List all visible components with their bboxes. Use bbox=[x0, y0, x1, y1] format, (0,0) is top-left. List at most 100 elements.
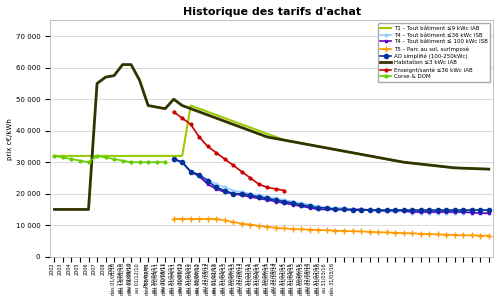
T4 – Tout bâtiment ≤36 kWc ISB bbox=[256, 194, 262, 197]
T4 – Tout bâtiment ≤36 kWc ISB bbox=[341, 206, 347, 210]
Enseignt/santé ≤36 kWc IAB bbox=[230, 164, 236, 167]
T5 – Parc au sol, surímposé bbox=[452, 233, 458, 237]
T4 – Tout bâtiment ≤36 kWc ISB bbox=[214, 182, 220, 186]
Line: AO simplifié (100-250kWc): AO simplifié (100-250kWc) bbox=[172, 157, 491, 212]
AO simplifié (100-250kWc) bbox=[239, 192, 245, 195]
T4 – Tout bâtiment ≤ 100 kWc ISB bbox=[418, 210, 424, 214]
T5 – Parc au sol, surímposé bbox=[332, 229, 338, 232]
T4 – Tout bâtiment ≤36 kWc ISB bbox=[188, 170, 194, 173]
T5 – Parc au sol, surímposé bbox=[418, 232, 424, 236]
Corse & DOM bbox=[154, 160, 160, 164]
AO simplifié (100-250kWc) bbox=[170, 157, 176, 161]
Line: Habitation ≤3 kWc IAB: Habitation ≤3 kWc IAB bbox=[54, 65, 489, 210]
T4 – Tout bâtiment ≤36 kWc ISB bbox=[434, 211, 440, 214]
Habitation ≤3 kWc IAB bbox=[214, 116, 220, 120]
T4 – Tout bâtiment ≤ 100 kWc ISB bbox=[460, 210, 466, 214]
AO simplifié (100-250kWc) bbox=[230, 192, 236, 195]
T1 – Tout bâtiment ≤9 kWc IAB bbox=[324, 146, 330, 150]
AO simplifié (100-250kWc) bbox=[443, 208, 449, 212]
Line: Corse & DOM: Corse & DOM bbox=[53, 155, 166, 164]
Habitation ≤3 kWc IAB bbox=[264, 135, 270, 139]
Enseignt/santé ≤36 kWc IAB bbox=[256, 182, 262, 186]
T5 – Parc au sol, surímposé bbox=[400, 231, 406, 235]
Habitation ≤3 kWc IAB bbox=[324, 146, 330, 150]
T4 – Tout bâtiment ≤36 kWc ISB bbox=[222, 186, 228, 189]
T4 – Tout bâtiment ≤ 100 kWc ISB bbox=[384, 209, 390, 213]
T5 – Parc au sol, surímposé bbox=[350, 229, 356, 233]
T4 – Tout bâtiment ≤ 100 kWc ISB bbox=[469, 211, 475, 214]
AO simplifié (100-250kWc) bbox=[426, 208, 432, 212]
T5 – Parc au sol, surímposé bbox=[273, 226, 279, 230]
T4 – Tout bâtiment ≤36 kWc ISB bbox=[486, 211, 492, 215]
Y-axis label: prix c€/kWh: prix c€/kWh bbox=[7, 118, 13, 159]
T4 – Tout bâtiment ≤36 kWc ISB bbox=[230, 189, 236, 192]
T4 – Tout bâtiment ≤36 kWc ISB bbox=[418, 211, 424, 214]
AO simplifié (100-250kWc) bbox=[256, 195, 262, 199]
AO simplifié (100-250kWc) bbox=[460, 208, 466, 212]
T4 – Tout bâtiment ≤ 100 kWc ISB bbox=[307, 206, 313, 210]
AO simplifié (100-250kWc) bbox=[248, 194, 254, 197]
Line: T1 – Tout bâtiment ≤9 kWc IAB: T1 – Tout bâtiment ≤9 kWc IAB bbox=[54, 105, 489, 169]
T4 – Tout bâtiment ≤36 kWc ISB bbox=[392, 209, 398, 213]
T4 – Tout bâtiment ≤ 100 kWc ISB bbox=[222, 190, 228, 194]
AO simplifié (100-250kWc) bbox=[273, 198, 279, 202]
T5 – Parc au sol, surímposé bbox=[282, 226, 288, 230]
T4 – Tout bâtiment ≤36 kWc ISB bbox=[307, 203, 313, 207]
T5 – Parc au sol, surímposé bbox=[486, 234, 492, 237]
T4 – Tout bâtiment ≤36 kWc ISB bbox=[350, 208, 356, 211]
AO simplifié (100-250kWc) bbox=[324, 206, 330, 210]
T5 – Parc au sol, surímposé bbox=[443, 233, 449, 236]
T4 – Tout bâtiment ≤36 kWc ISB bbox=[443, 211, 449, 214]
Corse & DOM bbox=[128, 160, 134, 164]
Enseignt/santé ≤36 kWc IAB bbox=[196, 135, 202, 139]
AO simplifié (100-250kWc) bbox=[179, 160, 185, 164]
T4 – Tout bâtiment ≤ 100 kWc ISB bbox=[409, 210, 415, 214]
T4 – Tout bâtiment ≤ 100 kWc ISB bbox=[239, 194, 245, 197]
T5 – Parc au sol, surímposé bbox=[409, 232, 415, 235]
T5 – Parc au sol, surímposé bbox=[358, 230, 364, 233]
T4 – Tout bâtiment ≤ 100 kWc ISB bbox=[205, 182, 211, 186]
AO simplifié (100-250kWc) bbox=[282, 200, 288, 203]
T4 – Tout bâtiment ≤36 kWc ISB bbox=[460, 211, 466, 214]
T4 – Tout bâtiment ≤ 100 kWc ISB bbox=[434, 210, 440, 214]
Corse & DOM bbox=[120, 159, 126, 162]
T4 – Tout bâtiment ≤ 100 kWc ISB bbox=[248, 195, 254, 199]
AO simplifié (100-250kWc) bbox=[341, 208, 347, 211]
T5 – Parc au sol, surímposé bbox=[366, 230, 372, 234]
T4 – Tout bâtiment ≤36 kWc ISB bbox=[426, 211, 432, 214]
T4 – Tout bâtiment ≤36 kWc ISB bbox=[366, 208, 372, 211]
AO simplifié (100-250kWc) bbox=[350, 208, 356, 212]
T5 – Parc au sol, surímposé bbox=[188, 217, 194, 221]
T4 – Tout bâtiment ≤36 kWc ISB bbox=[375, 209, 381, 213]
T5 – Parc au sol, surímposé bbox=[298, 227, 304, 231]
Habitation ≤3 kWc IAB bbox=[52, 208, 58, 211]
Title: Historique des tarifs d'achat: Historique des tarifs d'achat bbox=[182, 7, 360, 17]
AO simplifié (100-250kWc) bbox=[332, 208, 338, 211]
AO simplifié (100-250kWc) bbox=[400, 208, 406, 212]
T4 – Tout bâtiment ≤ 100 kWc ISB bbox=[256, 197, 262, 200]
AO simplifié (100-250kWc) bbox=[478, 208, 484, 212]
T5 – Parc au sol, surímposé bbox=[196, 217, 202, 221]
AO simplifié (100-250kWc) bbox=[264, 197, 270, 200]
AO simplifié (100-250kWc) bbox=[392, 208, 398, 212]
T5 – Parc au sol, surímposé bbox=[264, 225, 270, 229]
T4 – Tout bâtiment ≤36 kWc ISB bbox=[298, 201, 304, 205]
Enseignt/santé ≤36 kWc IAB bbox=[179, 116, 185, 120]
Enseignt/santé ≤36 kWc IAB bbox=[214, 151, 220, 155]
AO simplifié (100-250kWc) bbox=[486, 208, 492, 212]
T5 – Parc au sol, surímposé bbox=[426, 232, 432, 236]
T4 – Tout bâtiment ≤ 100 kWc ISB bbox=[341, 208, 347, 211]
T4 – Tout bâtiment ≤36 kWc ISB bbox=[400, 209, 406, 213]
AO simplifié (100-250kWc) bbox=[469, 208, 475, 212]
Line: Enseignt/santé ≤36 kWc IAB: Enseignt/santé ≤36 kWc IAB bbox=[172, 111, 286, 192]
T1 – Tout bâtiment ≤9 kWc IAB bbox=[86, 154, 91, 158]
T4 – Tout bâtiment ≤ 100 kWc ISB bbox=[282, 201, 288, 205]
T1 – Tout bâtiment ≤9 kWc IAB bbox=[460, 166, 466, 170]
T4 – Tout bâtiment ≤ 100 kWc ISB bbox=[196, 175, 202, 178]
AO simplifié (100-250kWc) bbox=[358, 208, 364, 212]
T5 – Parc au sol, surímposé bbox=[230, 220, 236, 224]
T4 – Tout bâtiment ≤ 100 kWc ISB bbox=[273, 200, 279, 203]
AO simplifié (100-250kWc) bbox=[418, 208, 424, 212]
AO simplifié (100-250kWc) bbox=[188, 170, 194, 173]
Legend: T1 – Tout bâtiment ≤9 kWc IAB, T4 – Tout bâtiment ≤36 kWc ISB, T4 – Tout bâtimen: T1 – Tout bâtiment ≤9 kWc IAB, T4 – Tout… bbox=[378, 23, 490, 82]
